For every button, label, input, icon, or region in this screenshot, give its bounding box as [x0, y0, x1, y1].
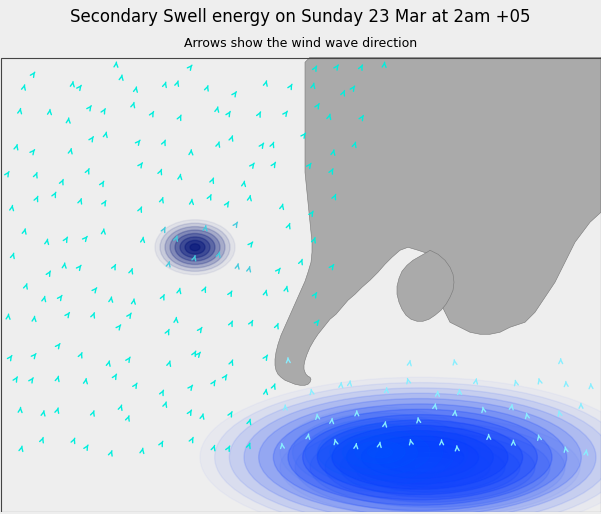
- Ellipse shape: [400, 457, 460, 478]
- Ellipse shape: [325, 432, 535, 502]
- Ellipse shape: [361, 436, 478, 479]
- Text: Arrows show the wind wave direction: Arrows show the wind wave direction: [184, 37, 417, 50]
- Ellipse shape: [305, 418, 455, 486]
- Ellipse shape: [190, 244, 200, 251]
- Ellipse shape: [310, 427, 550, 507]
- Ellipse shape: [317, 420, 523, 494]
- Ellipse shape: [332, 425, 508, 489]
- Ellipse shape: [415, 462, 445, 472]
- Ellipse shape: [385, 452, 475, 482]
- Ellipse shape: [273, 404, 567, 510]
- Ellipse shape: [295, 423, 565, 512]
- Ellipse shape: [405, 452, 435, 463]
- Ellipse shape: [165, 227, 225, 268]
- Ellipse shape: [215, 382, 601, 514]
- Ellipse shape: [376, 441, 464, 473]
- Ellipse shape: [293, 413, 468, 491]
- Ellipse shape: [343, 435, 418, 469]
- Ellipse shape: [347, 431, 493, 484]
- Ellipse shape: [258, 398, 581, 514]
- Polygon shape: [397, 250, 454, 321]
- Text: Secondary Swell energy on Sunday 23 Mar at 2am +05: Secondary Swell energy on Sunday 23 Mar …: [70, 8, 531, 26]
- Polygon shape: [275, 57, 601, 386]
- Ellipse shape: [355, 442, 505, 492]
- Ellipse shape: [317, 424, 442, 481]
- Ellipse shape: [370, 447, 490, 487]
- Ellipse shape: [244, 393, 596, 514]
- Ellipse shape: [288, 409, 552, 505]
- Ellipse shape: [170, 230, 220, 264]
- Ellipse shape: [155, 220, 235, 275]
- Ellipse shape: [303, 415, 537, 500]
- Ellipse shape: [175, 233, 215, 261]
- Ellipse shape: [367, 447, 392, 458]
- Ellipse shape: [230, 388, 601, 514]
- Ellipse shape: [180, 237, 210, 258]
- Ellipse shape: [391, 447, 450, 468]
- Ellipse shape: [355, 441, 405, 464]
- Ellipse shape: [160, 223, 230, 271]
- Ellipse shape: [340, 437, 520, 497]
- Ellipse shape: [330, 430, 430, 475]
- Ellipse shape: [185, 241, 205, 254]
